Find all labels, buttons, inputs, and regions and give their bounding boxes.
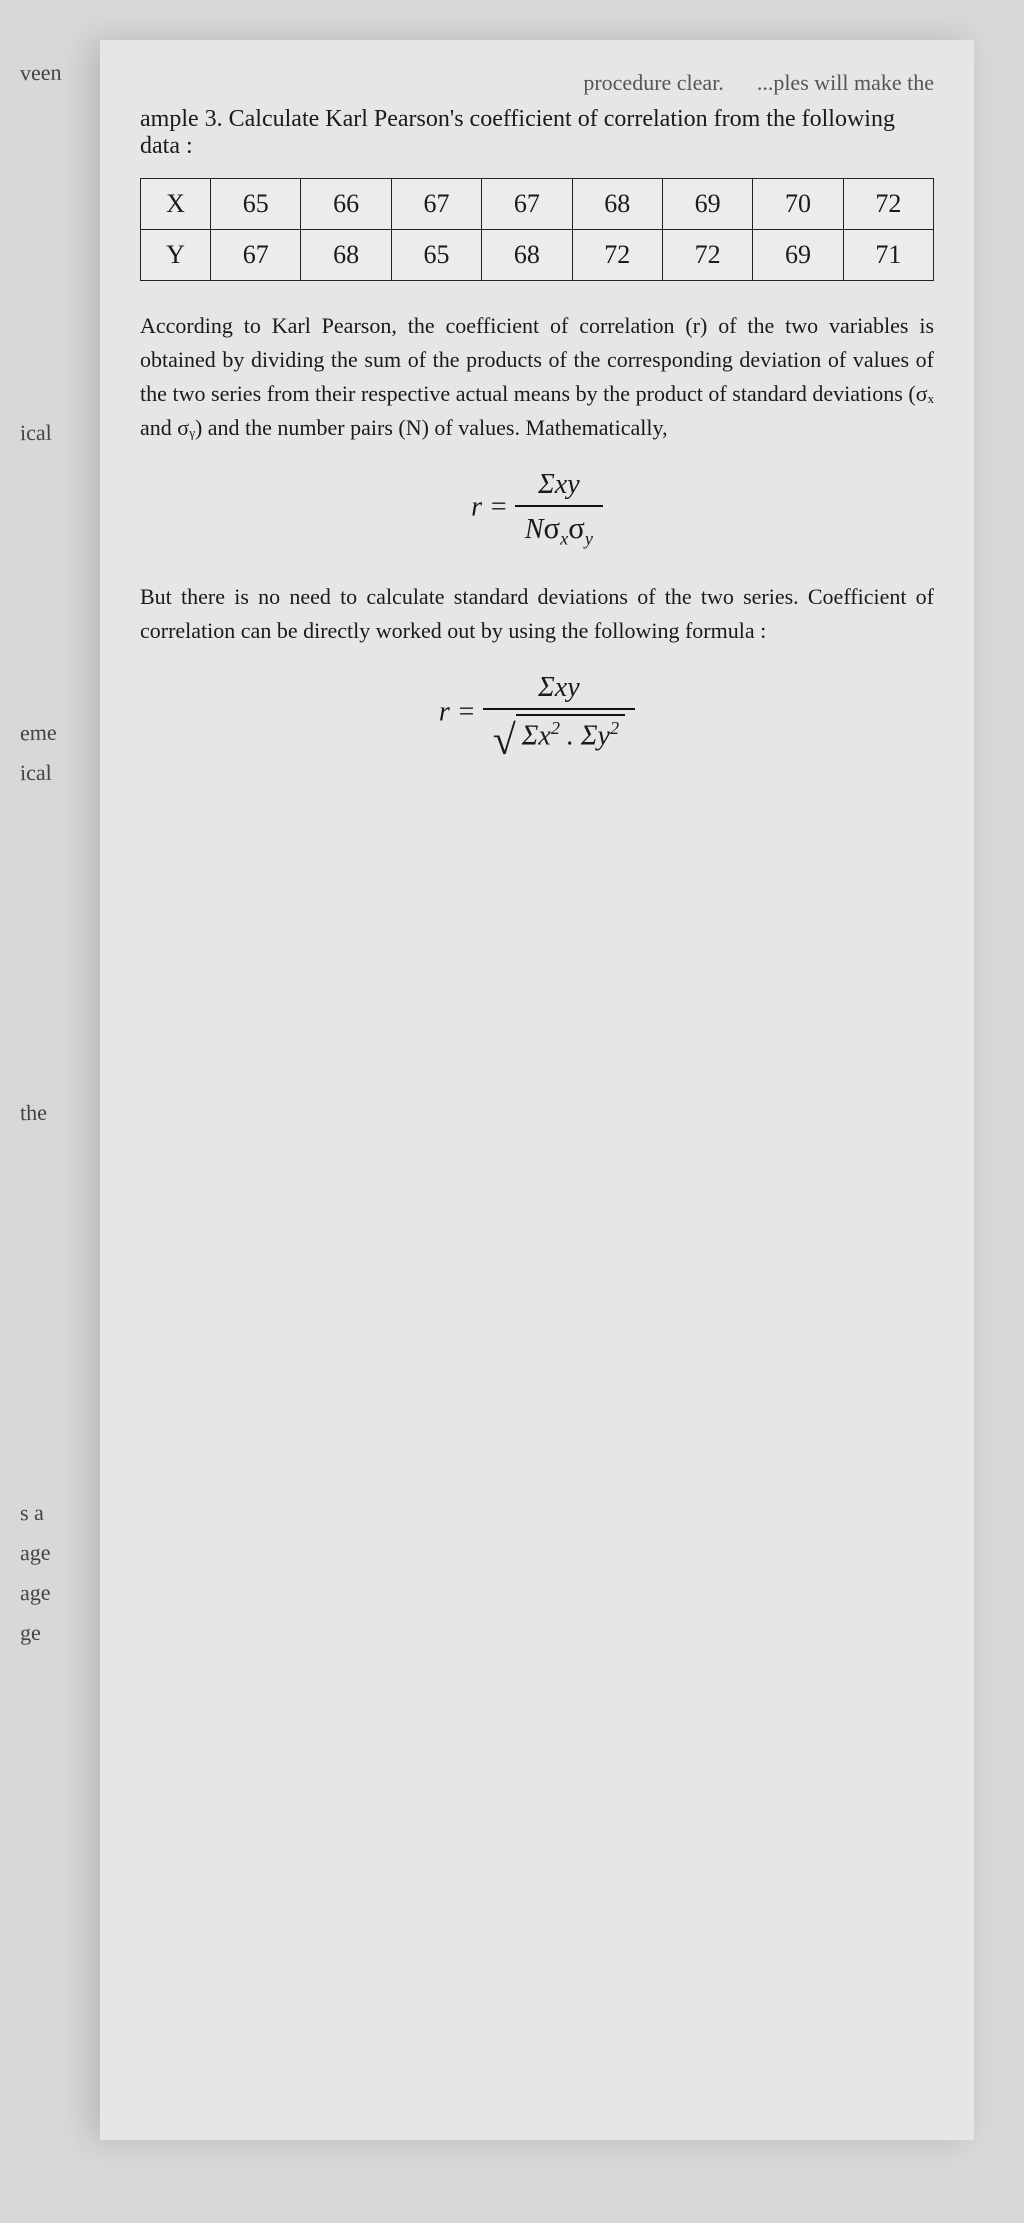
formula-1: r = Σxy Nσxσy [140,469,934,550]
dot: . [567,720,574,751]
cell: 72 [572,230,662,281]
pretext-2: ...ples will make the [757,70,934,95]
table-row: X 65 66 67 67 68 69 70 72 [141,179,934,230]
denominator-2: √ Σx2 . Σy2 [483,710,635,756]
cell: 69 [753,230,843,281]
numerator: Σxy [515,469,603,507]
margin-age2: age [20,1580,51,1607]
cell: 65 [211,179,301,230]
example-text: Calculate Karl Pearson's coefficient of … [140,106,895,159]
cell: 70 [753,179,843,230]
cell: 71 [843,230,933,281]
margin-veen: veen [20,60,62,87]
margin-ical2: ical [20,760,52,787]
sqrt-sign-icon: √ [493,720,516,762]
sqrt-wrapper: √ Σx2 . Σy2 [493,714,625,756]
den-N: N [525,514,544,545]
fraction-1: Σxy Nσxσy [515,469,603,550]
sup-2a: 2 [551,718,560,738]
margin-sa: s a [20,1500,44,1526]
margin-ical: ical [20,420,52,447]
cell: 67 [482,179,572,230]
cell: 65 [391,230,481,281]
margin-ge: ge [20,1620,41,1646]
sub-y: y [585,529,593,549]
denominator: Nσxσy [515,507,603,550]
sup-2b: 2 [610,718,619,738]
cell: 69 [662,179,752,230]
cell: 68 [572,179,662,230]
pretext-line: procedure clear. ...ples will make the [140,70,934,96]
cell: 67 [211,230,301,281]
sigma-y: σ [568,511,585,545]
margin-the: the [20,1100,47,1126]
cell: 68 [301,230,391,281]
row-label-y: Y [141,230,211,281]
fraction-2: Σxy √ Σx2 . Σy2 [483,672,635,756]
paragraph-2: But there is no need to calculate standa… [140,580,934,648]
numerator-2: Σxy [483,672,635,710]
margin-age: age [20,1540,51,1567]
sum-y2: Σy [581,720,610,751]
sigma-x: σ [544,511,561,545]
data-table: X 65 66 67 67 68 69 70 72 Y 67 68 65 68 … [140,178,934,281]
formula-2: r = Σxy √ Σx2 . Σy2 [140,672,934,756]
example-number: ample 3. [140,106,223,132]
cell: 67 [391,179,481,230]
sqrt-body: Σx2 . Σy2 [516,714,625,756]
cell: 72 [662,230,752,281]
example-heading: ample 3. Calculate Karl Pearson's coeffi… [140,106,934,160]
sum-x2: Σx [522,720,551,751]
cell: 68 [482,230,572,281]
row-label-x: X [141,179,211,230]
formula-lhs: r = [471,492,508,523]
margin-eme: eme [20,720,57,747]
table-row: Y 67 68 65 68 72 72 69 71 [141,230,934,281]
paragraph-1: According to Karl Pearson, the coefficie… [140,309,934,445]
page-content: procedure clear. ...ples will make the a… [100,40,974,2140]
cell: 72 [843,179,933,230]
cell: 66 [301,179,391,230]
pretext-1: procedure clear. [583,70,723,95]
formula-lhs-2: r = [439,697,476,728]
